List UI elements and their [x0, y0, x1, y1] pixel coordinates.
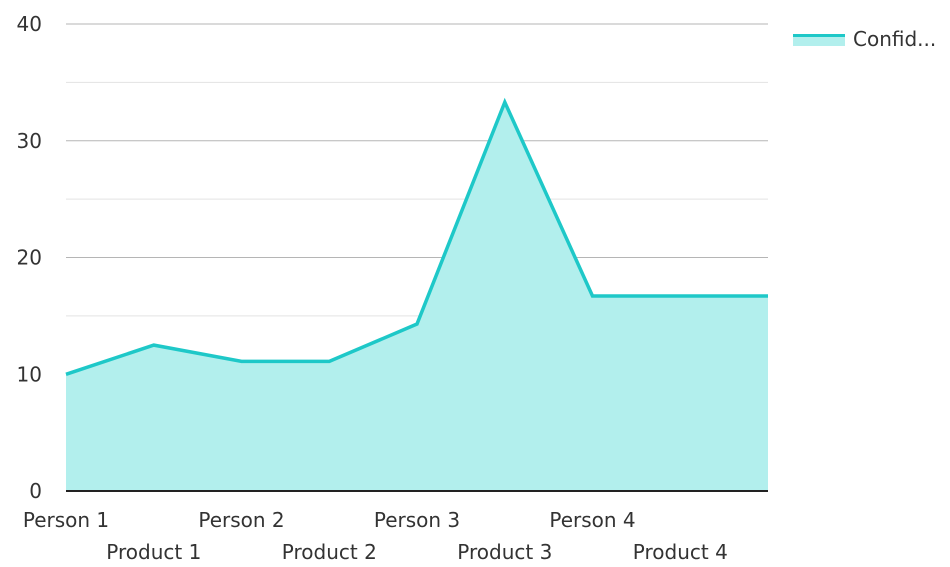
x-tick-label: Person 1	[23, 508, 109, 532]
x-tick-label: Person 3	[374, 508, 460, 532]
legend[interactable]: Confid...	[793, 27, 936, 51]
legend-label: Confid...	[853, 27, 936, 51]
x-tick-label: Product 1	[106, 540, 201, 563]
y-tick-label: 40	[17, 12, 42, 36]
y-axis-tick-labels: 0 10 20 30 40	[17, 12, 42, 503]
x-tick-label: Person 2	[198, 508, 284, 532]
x-tick-label: Product 3	[457, 540, 552, 563]
y-tick-label: 0	[29, 479, 42, 503]
y-tick-label: 30	[17, 129, 42, 153]
x-tick-label: Product 4	[633, 540, 728, 563]
x-tick-label: Product 2	[282, 540, 377, 563]
y-tick-label: 10	[17, 362, 42, 386]
x-tick-label: Person 4	[549, 508, 635, 532]
x-axis-tick-labels: Person 1 Product 1 Person 2 Product 2 Person…	[23, 508, 728, 563]
y-tick-label: 20	[17, 246, 42, 270]
